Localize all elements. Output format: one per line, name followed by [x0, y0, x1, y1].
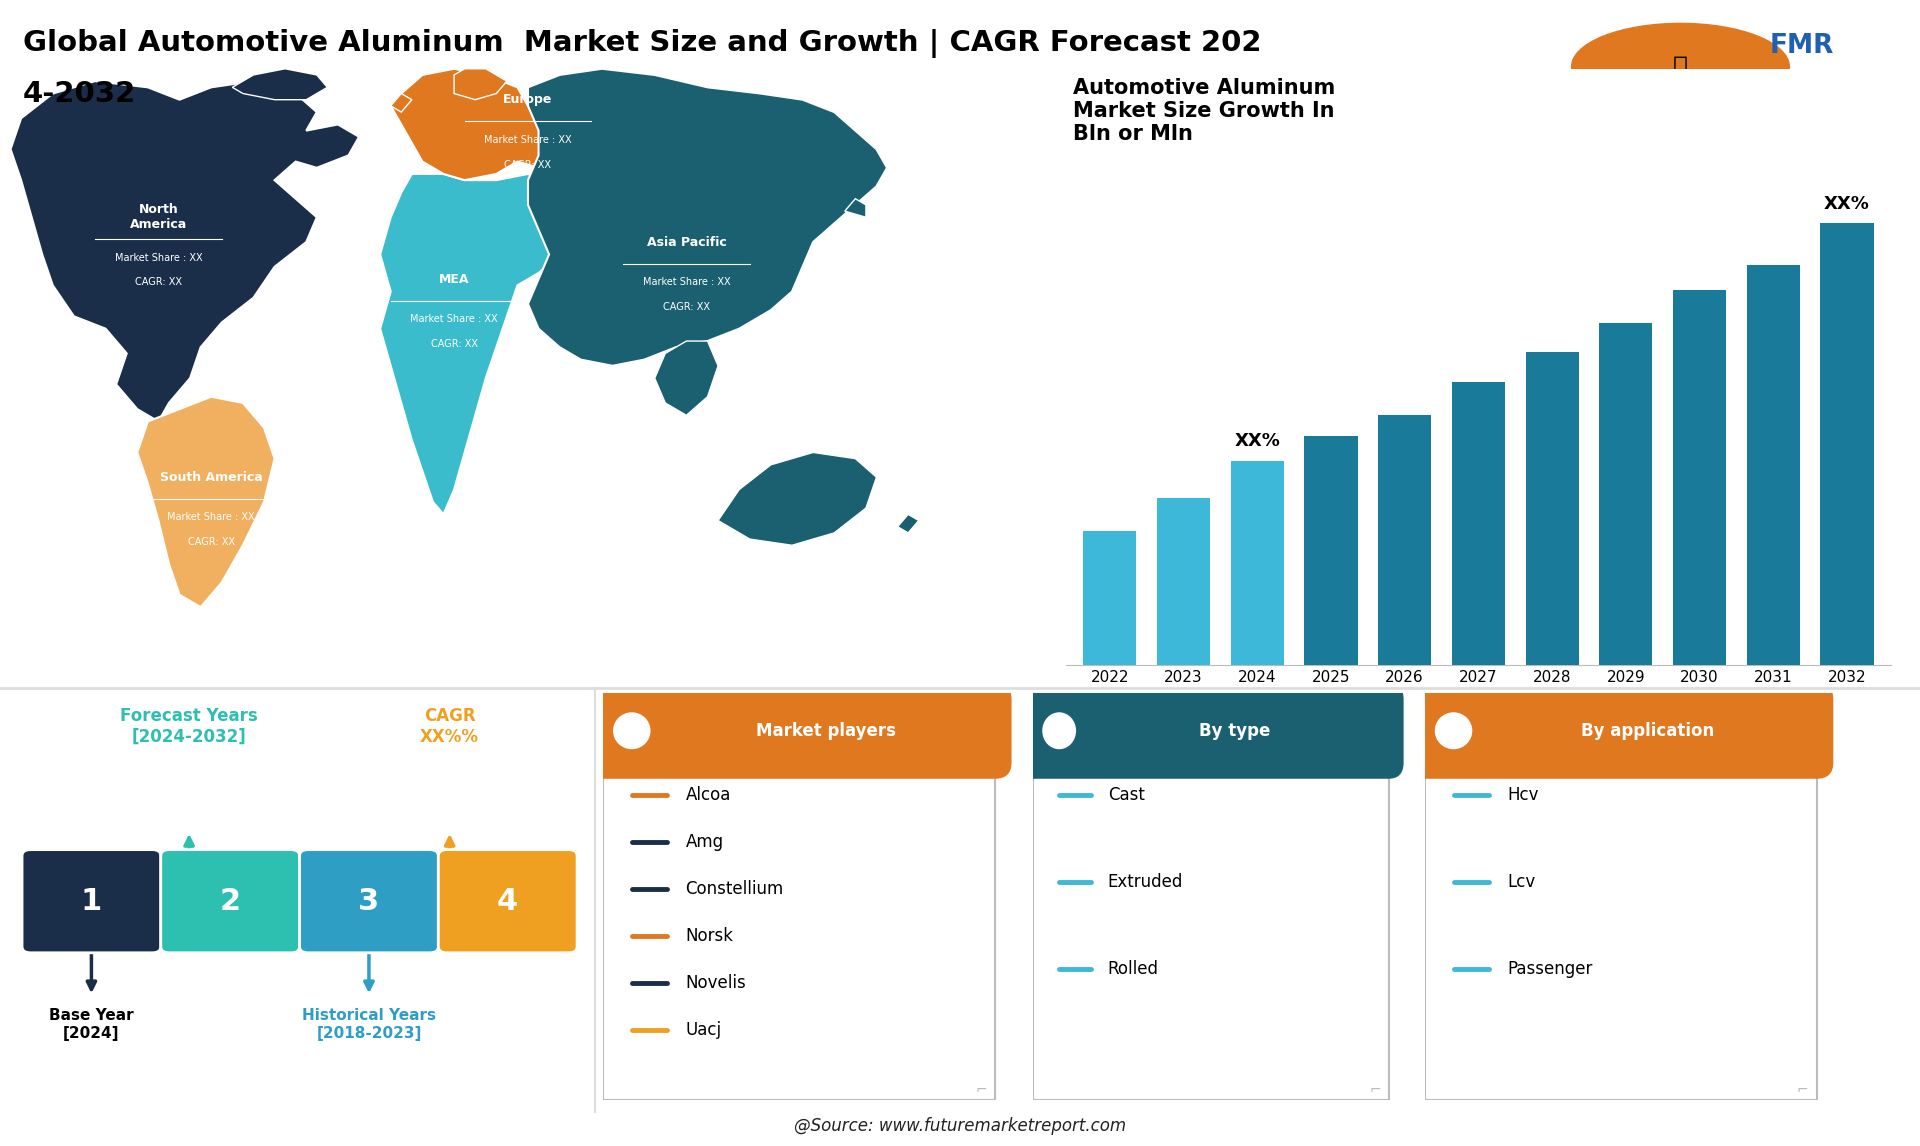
Text: Alcoa: Alcoa — [685, 786, 732, 804]
FancyBboxPatch shape — [1407, 683, 1834, 779]
Text: CAGR: XX: CAGR: XX — [505, 159, 551, 170]
Circle shape — [612, 712, 651, 751]
Text: CAGR
XX%%: CAGR XX%% — [420, 707, 480, 746]
Bar — [1158, 499, 1210, 665]
Bar — [1083, 532, 1137, 665]
Polygon shape — [655, 342, 718, 415]
Text: Market players: Market players — [756, 722, 897, 740]
Text: Lcv: Lcv — [1507, 873, 1536, 892]
Text: FUTURE MARKET REPORT: FUTURE MARKET REPORT — [1755, 87, 1851, 96]
Text: Market Share : XX: Market Share : XX — [115, 252, 202, 262]
Text: Novelis: Novelis — [685, 974, 747, 991]
Text: 4: 4 — [497, 887, 518, 916]
Text: CAGR: XX: CAGR: XX — [188, 537, 234, 547]
Text: ⌐: ⌐ — [975, 1082, 987, 1096]
FancyBboxPatch shape — [438, 849, 578, 952]
Bar — [1231, 461, 1284, 665]
Text: 🏃: 🏃 — [1672, 55, 1688, 79]
FancyBboxPatch shape — [300, 849, 438, 952]
Bar — [1599, 323, 1653, 665]
Polygon shape — [845, 198, 866, 218]
Text: Historical Years
[2018-2023]: Historical Years [2018-2023] — [301, 1008, 436, 1041]
Text: South America: South America — [159, 471, 263, 484]
Circle shape — [1572, 23, 1789, 110]
Text: Asia Pacific: Asia Pacific — [647, 236, 726, 249]
Bar — [1672, 290, 1726, 665]
Text: 4-2032: 4-2032 — [23, 80, 136, 108]
Text: CAGR: XX: CAGR: XX — [134, 277, 182, 288]
Text: By application: By application — [1580, 722, 1715, 740]
Bar — [1747, 265, 1799, 665]
Circle shape — [1434, 712, 1473, 751]
Bar — [1452, 382, 1505, 665]
Text: ⌐: ⌐ — [1797, 1082, 1809, 1096]
Text: Market Share : XX: Market Share : XX — [411, 314, 497, 324]
Text: Uacj: Uacj — [685, 1021, 722, 1038]
Bar — [1820, 223, 1874, 665]
Text: @Source: www.futuremarketreport.com: @Source: www.futuremarketreport.com — [795, 1116, 1125, 1135]
Text: Rolled: Rolled — [1108, 960, 1160, 979]
Polygon shape — [453, 69, 507, 100]
Polygon shape — [138, 397, 275, 607]
Text: 2: 2 — [219, 887, 240, 916]
Text: 3: 3 — [359, 887, 380, 916]
Polygon shape — [380, 174, 582, 515]
FancyBboxPatch shape — [586, 683, 1012, 779]
Text: Market Share : XX: Market Share : XX — [643, 277, 730, 288]
Text: Base Year
[2024]: Base Year [2024] — [50, 1008, 134, 1041]
Text: Market Share : XX: Market Share : XX — [167, 512, 255, 523]
Text: Hcv: Hcv — [1507, 786, 1538, 804]
Text: ⌐: ⌐ — [1369, 1082, 1380, 1096]
Polygon shape — [12, 81, 359, 422]
Text: 1: 1 — [81, 887, 102, 916]
Circle shape — [1041, 712, 1077, 751]
Text: Forecast Years
[2024-2032]: Forecast Years [2024-2032] — [121, 707, 257, 746]
FancyBboxPatch shape — [1018, 683, 1404, 779]
Bar — [1526, 352, 1578, 665]
Text: MEA: MEA — [440, 273, 468, 285]
Text: XX%: XX% — [1824, 195, 1870, 213]
Text: CAGR: XX: CAGR: XX — [662, 303, 710, 312]
Bar — [1304, 435, 1357, 665]
FancyBboxPatch shape — [161, 849, 300, 952]
Text: Amg: Amg — [685, 833, 724, 851]
Text: Market Share : XX: Market Share : XX — [484, 135, 572, 144]
Text: CAGR: XX: CAGR: XX — [430, 339, 478, 350]
Text: By type: By type — [1200, 722, 1271, 740]
Text: Automotive Aluminum
Market Size Growth In
Bln or Mln: Automotive Aluminum Market Size Growth I… — [1073, 78, 1334, 144]
Text: Global Automotive Aluminum  Market Size and Growth | CAGR Forecast 202: Global Automotive Aluminum Market Size a… — [23, 29, 1261, 57]
Text: Europe: Europe — [503, 93, 553, 107]
Text: Extruded: Extruded — [1108, 873, 1183, 892]
Polygon shape — [718, 453, 876, 545]
Text: Constellium: Constellium — [685, 880, 783, 898]
Text: XX%: XX% — [1235, 432, 1281, 450]
Text: Passenger: Passenger — [1507, 960, 1592, 979]
Text: Norsk: Norsk — [685, 927, 733, 944]
Polygon shape — [392, 69, 603, 180]
Polygon shape — [232, 69, 326, 100]
Polygon shape — [899, 515, 918, 533]
Polygon shape — [528, 69, 887, 366]
Bar — [1379, 415, 1430, 665]
Polygon shape — [392, 94, 413, 112]
Text: Cast: Cast — [1108, 786, 1144, 804]
FancyBboxPatch shape — [21, 849, 161, 952]
Text: FMR: FMR — [1770, 33, 1834, 60]
Text: North
America: North America — [131, 203, 186, 231]
